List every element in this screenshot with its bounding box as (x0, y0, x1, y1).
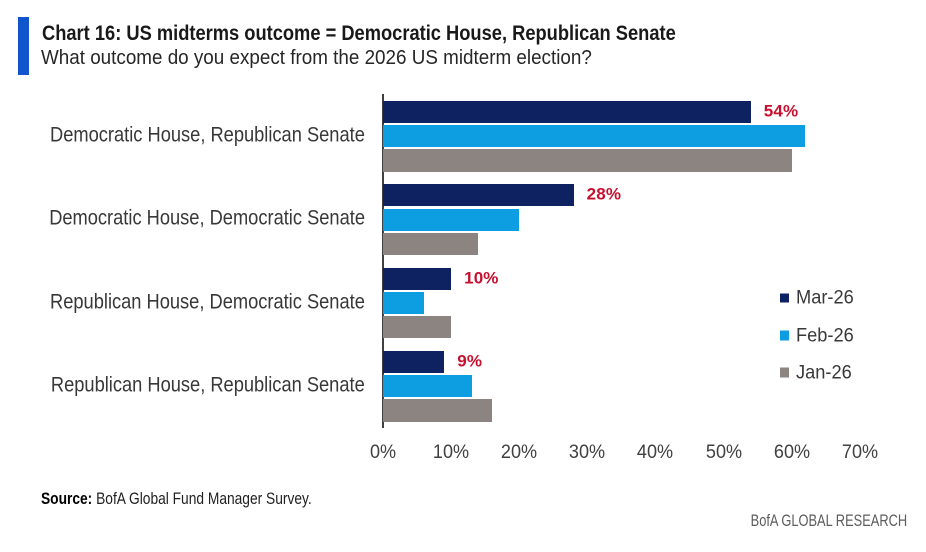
bar-feb-26-cat2 (383, 208, 520, 231)
x-tick-70pct: 70% (841, 442, 878, 464)
source-text: BofA Global Fund Manager Survey. (91, 488, 312, 508)
source-note: Source: BofA Global Fund Manager Survey. (41, 490, 312, 507)
x-tick-0pct: 0% (369, 442, 397, 464)
branding-text: BofA GLOBAL RESEARCH (750, 512, 908, 531)
bar-feb-26-cat3 (383, 291, 424, 315)
category-label-cat1: Democratic House, Republican Senate (49, 123, 365, 147)
legend-label-feb-26: Feb-26 (796, 325, 854, 347)
x-tick-30pct: 30% (569, 442, 606, 464)
x-tick-10pct: 10% (433, 442, 470, 464)
data-label-mar-26-cat2: 28% (586, 184, 622, 204)
legend-item-feb-26: Feb-26 (779, 325, 857, 347)
legend-label-mar-26: Mar-26 (796, 287, 854, 309)
x-tick-40pct: 40% (637, 442, 674, 464)
chart-subtitle: What outcome do you expect from the 2026… (41, 46, 592, 69)
data-label-mar-26-cat1: 54% (763, 101, 799, 121)
x-tick-60pct: 60% (773, 442, 810, 464)
bar-mar-26-cat2 (383, 184, 574, 207)
bar-jan-26-cat4 (383, 399, 492, 422)
bar-feb-26-cat4 (383, 375, 472, 398)
bar-feb-26-cat1 (383, 125, 806, 148)
legend-item-mar-26: Mar-26 (779, 287, 857, 309)
legend-swatch-mar-26 (779, 293, 789, 303)
bar-jan-26-cat3 (383, 316, 452, 339)
bar-jan-26-cat1 (383, 149, 792, 172)
legend-item-jan-26: Jan-26 (779, 362, 855, 384)
legend-swatch-feb-26 (779, 330, 789, 341)
bar-mar-26-cat4 (383, 350, 445, 374)
plot-area (383, 94, 860, 429)
bar-jan-26-cat2 (383, 232, 479, 255)
legend-swatch-jan-26 (779, 367, 789, 378)
x-tick-20pct: 20% (501, 442, 538, 464)
x-tick-50pct: 50% (705, 442, 742, 464)
bar-mar-26-cat1 (383, 100, 751, 124)
chart-title: Chart 16: US midterms outcome = Democrat… (42, 22, 676, 46)
category-label-cat2: Democratic House, Democratic Senate (48, 206, 365, 230)
y-axis-line (381, 93, 384, 429)
category-label-cat3: Republican House, Democratic Senate (49, 290, 365, 314)
source-label: Source: (40, 488, 92, 508)
legend-label-jan-26: Jan-26 (796, 362, 852, 384)
bar-mar-26-cat3 (383, 267, 452, 290)
data-label-mar-26-cat3: 10% (464, 268, 499, 288)
data-label-mar-26-cat4: 9% (457, 351, 483, 371)
title-accent-bar (17, 17, 30, 75)
category-label-cat4: Republican House, Republican Senate (50, 373, 365, 397)
